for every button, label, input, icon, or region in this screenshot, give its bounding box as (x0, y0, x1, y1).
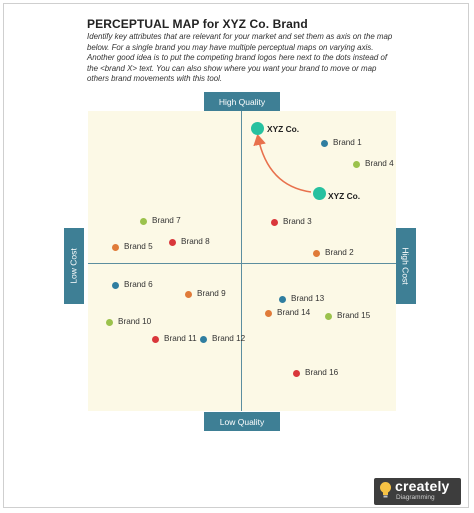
brand-10-label: Brand 10 (118, 317, 152, 326)
brand-9-label: Brand 9 (197, 289, 226, 298)
map-plot-area (88, 111, 396, 411)
axis-label-top: High Quality (204, 92, 280, 111)
brand-12-marker[interactable] (199, 335, 207, 343)
brand-1-marker[interactable] (320, 139, 328, 147)
axis-label-bottom: Low Quality (204, 412, 280, 431)
brand-12-label: Brand 12 (212, 334, 246, 343)
brand-11-label: Brand 11 (164, 334, 197, 343)
brand-7-label: Brand 7 (152, 216, 181, 225)
brand-6-marker[interactable] (111, 281, 119, 289)
brand-4-marker[interactable] (352, 160, 360, 168)
brand-8-marker[interactable] (168, 238, 176, 246)
brand-3-marker[interactable] (270, 218, 278, 226)
brand-14-marker[interactable] (264, 309, 272, 317)
axis-label-right: High Cost (396, 228, 416, 304)
brand-13-label: Brand 13 (291, 294, 325, 303)
brand-7-marker[interactable] (139, 217, 147, 225)
lightbulb-icon (380, 482, 391, 498)
brand-5-label: Brand 5 (124, 242, 153, 251)
brand-13-marker[interactable] (278, 295, 286, 303)
brand-9-marker[interactable] (184, 290, 192, 298)
xyz-current-marker[interactable] (313, 187, 326, 200)
brand-15-marker[interactable] (324, 312, 332, 320)
brand-3-label: Brand 3 (283, 217, 312, 226)
page-description: Identify key attributes that are relevan… (87, 32, 393, 84)
logo-name: creately (395, 478, 450, 494)
xyz-target-marker[interactable] (251, 122, 264, 135)
brand-16-marker[interactable] (292, 369, 300, 377)
brand-5-marker[interactable] (111, 243, 119, 251)
brand-16-label: Brand 16 (305, 368, 339, 377)
xyz-target-label: XYZ Co. (267, 124, 300, 134)
logo-tagline: Diagramming (396, 494, 435, 501)
brand-2-marker[interactable] (312, 249, 320, 257)
brand-15-label: Brand 15 (337, 311, 371, 320)
brand-4-label: Brand 4 (365, 159, 394, 168)
page-frame (3, 3, 469, 508)
vertical-axis-line (241, 111, 242, 411)
brand-8-label: Brand 8 (181, 237, 210, 246)
horizontal-axis-line (88, 263, 396, 264)
brand-1-label: Brand 1 (333, 138, 362, 147)
brand-10-marker[interactable] (105, 318, 113, 326)
page-title: PERCEPTUAL MAP for XYZ Co. Brand (87, 17, 308, 31)
axis-label-left: Low Cost (64, 228, 84, 304)
xyz-current-label: XYZ Co. (328, 191, 361, 201)
brand-6-label: Brand 6 (124, 280, 153, 289)
brand-14-label: Brand 14 (277, 308, 311, 317)
brand-2-label: Brand 2 (325, 248, 354, 257)
brand-11-marker[interactable] (151, 335, 159, 343)
